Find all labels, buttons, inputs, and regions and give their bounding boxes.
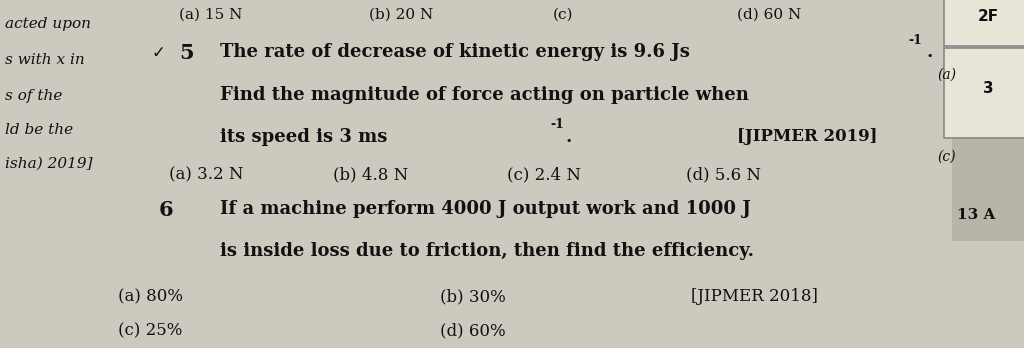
FancyBboxPatch shape bbox=[944, 48, 1024, 137]
Text: 5: 5 bbox=[179, 44, 194, 63]
Text: (d) 60 N: (d) 60 N bbox=[737, 7, 802, 21]
Text: ld be the: ld be the bbox=[5, 123, 74, 137]
Text: -1: -1 bbox=[550, 118, 564, 131]
Text: 13 A: 13 A bbox=[957, 208, 995, 222]
Text: .: . bbox=[927, 44, 933, 62]
Text: (b) 30%: (b) 30% bbox=[440, 288, 506, 305]
Text: Find the magnitude of force acting on particle when: Find the magnitude of force acting on pa… bbox=[220, 86, 749, 104]
Text: [JIPMER 2019]: [JIPMER 2019] bbox=[737, 128, 878, 145]
Text: 3: 3 bbox=[983, 80, 993, 96]
Text: (c): (c) bbox=[553, 7, 573, 21]
Text: [JIPMER 2018]: [JIPMER 2018] bbox=[691, 288, 818, 305]
Text: isha) 2019]: isha) 2019] bbox=[5, 157, 93, 171]
Text: (c) 2.4 N: (c) 2.4 N bbox=[507, 166, 581, 183]
Text: If a machine perform 4000 J output work and 1000 J: If a machine perform 4000 J output work … bbox=[220, 200, 751, 218]
Text: (a) 80%: (a) 80% bbox=[118, 288, 182, 305]
Text: its speed is 3 ms: its speed is 3 ms bbox=[220, 128, 387, 146]
Text: (b) 20 N: (b) 20 N bbox=[369, 7, 433, 21]
FancyBboxPatch shape bbox=[944, 0, 1024, 46]
Text: (a) 15 N: (a) 15 N bbox=[179, 7, 243, 21]
Text: s of the: s of the bbox=[5, 89, 62, 103]
Text: (a): (a) bbox=[937, 68, 956, 81]
Text: ✓: ✓ bbox=[152, 44, 166, 62]
Text: .: . bbox=[565, 128, 571, 146]
Text: s with x in: s with x in bbox=[5, 53, 85, 67]
Text: is inside loss due to friction, then find the efficiency.: is inside loss due to friction, then fin… bbox=[220, 243, 754, 260]
Text: (c) 25%: (c) 25% bbox=[118, 322, 182, 339]
Text: (a) 3.2 N: (a) 3.2 N bbox=[169, 166, 244, 183]
Text: acted upon: acted upon bbox=[5, 17, 91, 31]
Text: -1: -1 bbox=[908, 34, 923, 47]
Text: 6: 6 bbox=[159, 200, 173, 220]
Text: (c): (c) bbox=[937, 150, 955, 164]
Text: (d) 60%: (d) 60% bbox=[440, 322, 506, 339]
Text: 2F: 2F bbox=[978, 9, 998, 24]
Text: (b) 4.8 N: (b) 4.8 N bbox=[333, 166, 408, 183]
Bar bbox=[952, 0, 1024, 241]
Text: The rate of decrease of kinetic energy is 9.6 Js: The rate of decrease of kinetic energy i… bbox=[220, 44, 690, 62]
Text: (d) 5.6 N: (d) 5.6 N bbox=[686, 166, 761, 183]
